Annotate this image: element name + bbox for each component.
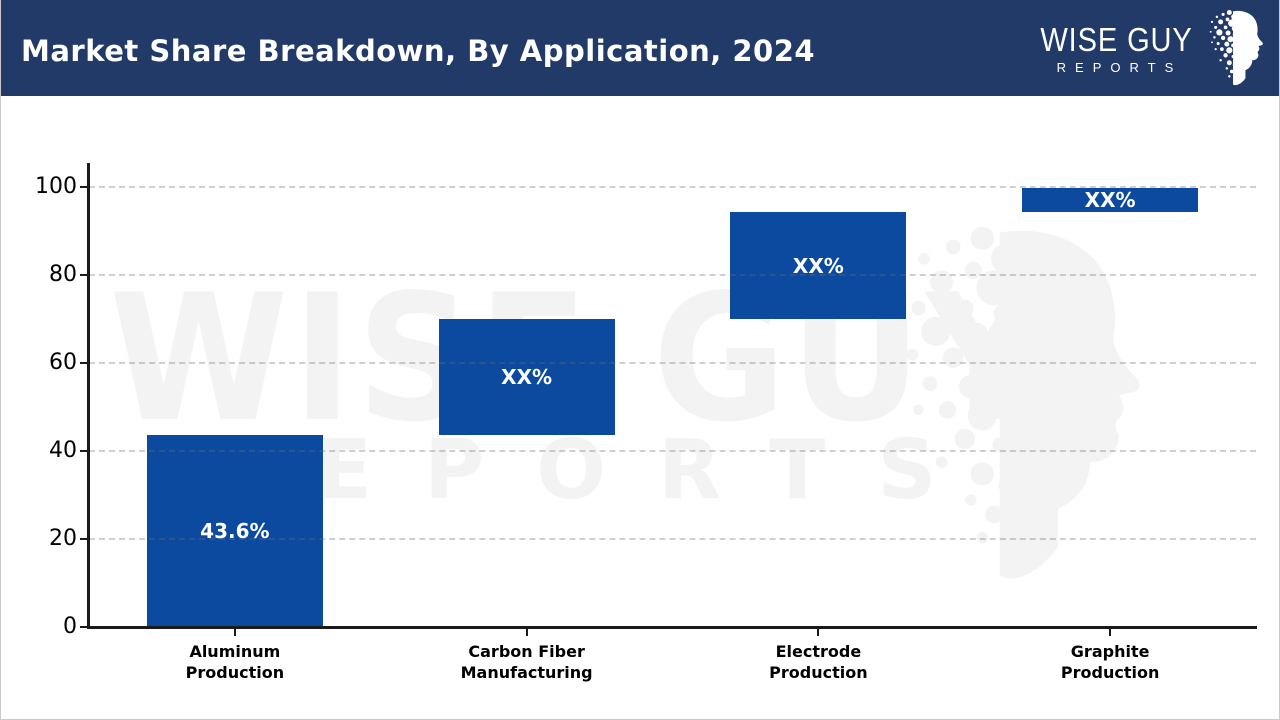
bar-segment: 43.6% [146, 435, 323, 627]
y-tick-mark [80, 626, 88, 628]
y-tick-label: 40 [49, 438, 77, 463]
gridline [89, 538, 1256, 540]
gridline [89, 186, 1256, 188]
brand-logo: WISE GUY REPORTS [1030, 6, 1269, 90]
x-axis-category-line: Production [769, 663, 868, 683]
x-axis-category-line: Aluminum [189, 642, 281, 661]
bar-segment: XX% [730, 212, 907, 320]
x-axis-category-line: Manufacturing [460, 663, 593, 683]
y-tick-label: 60 [49, 350, 77, 375]
gridline [89, 362, 1256, 364]
x-axis-category-line: Production [185, 663, 285, 683]
bar-value-label: XX% [1084, 187, 1136, 212]
brand-logo-text: WISE GUY REPORTS [1030, 21, 1203, 75]
brand-head-icon [1209, 9, 1263, 85]
x-tick-mark [525, 627, 528, 636]
bar-value-label: XX% [501, 365, 553, 390]
watermark-head-logo [890, 226, 1140, 579]
y-tick-mark [80, 362, 88, 364]
bar-segment: XX% [1022, 187, 1199, 213]
x-tick-mark [817, 627, 820, 636]
x-tick-mark [233, 627, 236, 636]
y-tick-mark [80, 186, 88, 188]
header-bar: Market Share Breakdown, By Application, … [1, 0, 1279, 96]
x-axis-category-label: Carbon Fiber Manufacturing [377, 641, 677, 683]
x-axis-category-line: Production [1060, 663, 1160, 683]
x-axis-category-line: Electrode [775, 642, 862, 661]
x-tick-mark [1109, 627, 1112, 636]
y-tick-label: 100 [35, 174, 77, 199]
y-axis-line [87, 163, 90, 629]
y-tick-mark [80, 274, 88, 276]
bar-value-label: XX% [792, 253, 844, 278]
y-tick-mark [80, 538, 88, 540]
bar-segment: XX% [438, 319, 615, 436]
gridline [89, 450, 1256, 452]
brand-logo-subtitle: REPORTS [1056, 60, 1183, 75]
x-axis-category-label: Aluminum Production [85, 641, 385, 683]
y-tick-label: 80 [49, 262, 77, 287]
x-axis-category-line: Graphite [1070, 642, 1150, 661]
brand-logo-name: WISE GUY [1040, 21, 1193, 58]
page-title: Market Share Breakdown, By Application, … [21, 34, 816, 68]
y-tick-label: 20 [49, 526, 77, 551]
bar-value-label: 43.6% [200, 519, 270, 544]
watermark-text-reports: REPORTS [201, 423, 989, 518]
gridline [89, 274, 1256, 276]
y-tick-label: 0 [63, 614, 77, 639]
x-axis-category-line: Carbon Fiber [468, 642, 585, 661]
y-tick-mark [80, 450, 88, 452]
x-axis-line [87, 626, 1257, 629]
x-axis-category-label: Electrode Production [668, 641, 968, 683]
x-axis-category-label: Graphite Production [960, 641, 1260, 683]
